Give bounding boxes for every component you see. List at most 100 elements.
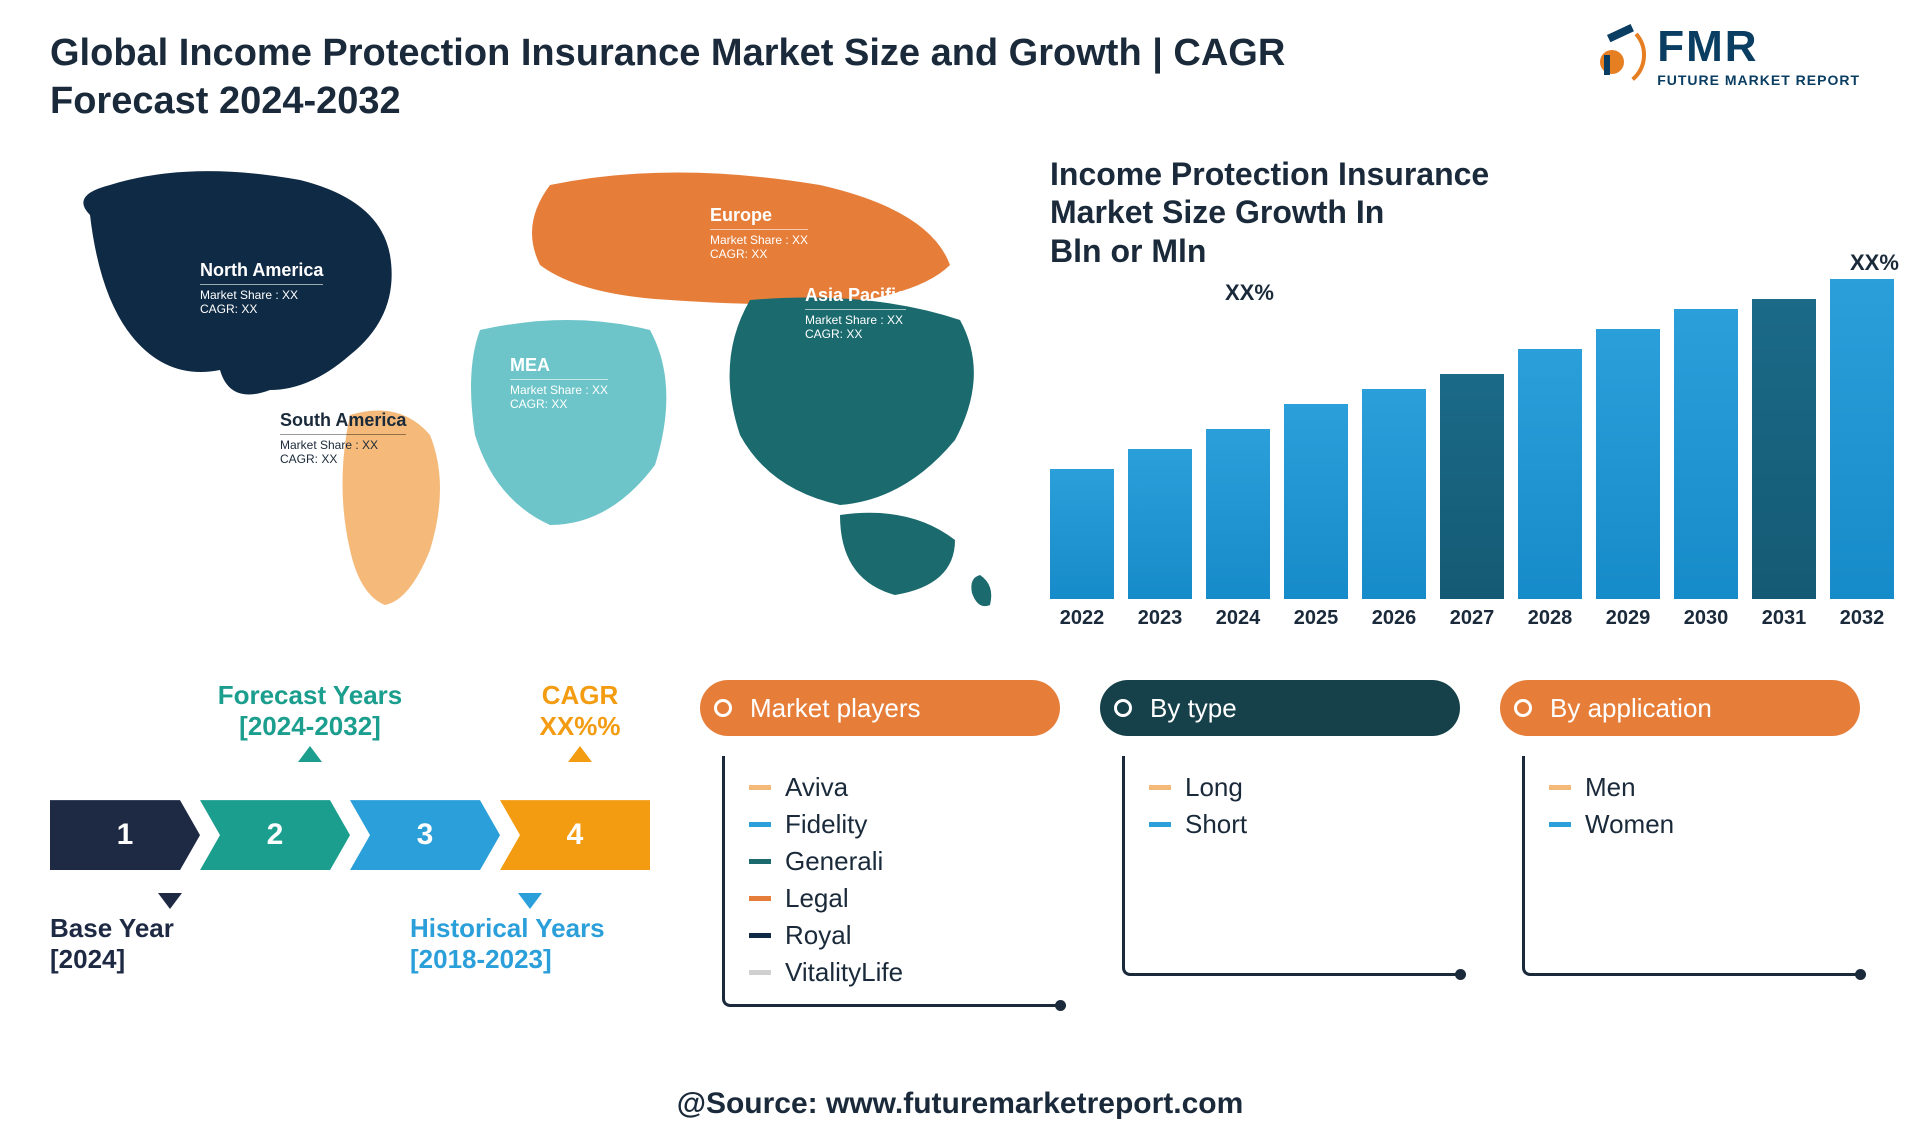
bar-rect [1362, 389, 1426, 599]
brand-logo: FMR FUTURE MARKET REPORT [1577, 20, 1860, 90]
bar-year-label: 2032 [1840, 607, 1885, 630]
tick-icon [1549, 822, 1571, 827]
growth-bar-chart: Income Protection Insurance Market Size … [1050, 155, 1894, 630]
chart-title-l3: Bln or Mln [1050, 233, 1206, 269]
timeline-legend: Forecast Years[2024-2032] CAGRXX%% 1234 B… [50, 680, 650, 1007]
bar-rect [1752, 299, 1816, 599]
bar-2024: 2024 [1206, 429, 1270, 630]
pill-list: Aviva Fidelity Generali Legal Royal VitalityL… [722, 756, 1060, 1007]
pill-item: Long [1149, 772, 1460, 803]
bar-rect [1284, 404, 1348, 599]
pill-label: Market players [750, 693, 921, 724]
bar-rect [1830, 279, 1894, 599]
region-label-south-america: South AmericaMarket Share : XXCAGR: XX [280, 410, 406, 466]
bar-2026: 2026 [1362, 389, 1426, 630]
pill-item: Aviva [749, 772, 1060, 803]
pill-item: Women [1549, 809, 1860, 840]
pill-item-text: Women [1585, 809, 1674, 840]
world-map: North AmericaMarket Share : XXCAGR: XX So… [50, 155, 1010, 615]
timeline-top-label: Forecast Years[2024-2032] [170, 680, 450, 770]
pill-item-text: Men [1585, 772, 1636, 803]
bar-year-label: 2030 [1684, 607, 1729, 630]
timeline-step-1: 1 [50, 800, 200, 870]
page-title: Global Income Protection Insurance Marke… [50, 30, 1350, 125]
pill-item-text: Fidelity [785, 809, 867, 840]
pill-item: Royal [749, 920, 1060, 951]
tick-icon [749, 785, 771, 790]
timeline-step-3: 3 [350, 800, 500, 870]
pill-item: Legal [749, 883, 1060, 914]
pill-dot-icon [1114, 699, 1132, 717]
bar-rect [1206, 429, 1270, 599]
timeline-step-2: 2 [200, 800, 350, 870]
pill-header: Market players [700, 680, 1060, 736]
pill-item: VitalityLife [749, 957, 1060, 988]
timeline-bottom-label: Base Year[2024] [50, 885, 290, 975]
bar-year-label: 2028 [1528, 607, 1573, 630]
telescope-icon [1577, 20, 1647, 90]
pill-item-text: Short [1185, 809, 1247, 840]
region-label-mea: MEAMarket Share : XXCAGR: XX [510, 355, 608, 411]
bar-year-label: 2029 [1606, 607, 1651, 630]
pill-list: Men Women [1522, 756, 1860, 976]
pill-column-by-application: By application Men Women [1500, 680, 1860, 1007]
bar-rect [1596, 329, 1660, 599]
logo-sub: FUTURE MARKET REPORT [1657, 72, 1860, 88]
bar-year-label: 2022 [1060, 607, 1105, 630]
bar-annotation: XX% [1850, 250, 1899, 276]
pill-item: Generali [749, 846, 1060, 877]
tick-icon [749, 933, 771, 938]
pill-column-by-type: By type Long Short [1100, 680, 1460, 1007]
bar-year-label: 2026 [1372, 607, 1417, 630]
region-label-asia-pacific: Asia PacificMarket Share : XXCAGR: XX [805, 285, 906, 341]
pill-list: Long Short [1122, 756, 1460, 976]
pill-item-text: Legal [785, 883, 849, 914]
bar-2025: 2025 [1284, 404, 1348, 630]
pill-item-text: VitalityLife [785, 957, 903, 988]
pill-item: Men [1549, 772, 1860, 803]
region-asia-pacific [730, 298, 974, 596]
region-label-north-america: North AmericaMarket Share : XXCAGR: XX [200, 260, 323, 316]
bar-2028: 2028 [1518, 349, 1582, 630]
tick-icon [1149, 785, 1171, 790]
pill-dot-icon [714, 699, 732, 717]
bar-rect [1050, 469, 1114, 599]
timeline-top-label: CAGRXX%% [510, 680, 650, 770]
chart-title-l1: Income Protection Insurance [1050, 156, 1489, 192]
bar-year-label: 2025 [1294, 607, 1339, 630]
tick-icon [749, 822, 771, 827]
bar-year-label: 2031 [1762, 607, 1807, 630]
bar-rect [1440, 374, 1504, 599]
region-mea [471, 320, 666, 525]
bar-2023: 2023 [1128, 449, 1192, 630]
tick-icon [749, 896, 771, 901]
chart-title-l2: Market Size Growth In [1050, 194, 1384, 230]
bar-2027: 2027 [1440, 374, 1504, 630]
bar-2032: 2032 [1830, 279, 1894, 630]
bar-rect [1518, 349, 1582, 599]
pill-column-market-players: Market players Aviva Fidelity Generali Legal… [700, 680, 1060, 1007]
pill-item-text: Long [1185, 772, 1243, 803]
bar-rect [1128, 449, 1192, 599]
pill-header: By type [1100, 680, 1460, 736]
source-text: @Source: www.futuremarketreport.com [0, 1087, 1920, 1121]
logo-main: FMR [1657, 22, 1860, 72]
bar-year-label: 2027 [1450, 607, 1495, 630]
pill-item-text: Royal [785, 920, 851, 951]
bar-2029: 2029 [1596, 329, 1660, 630]
pill-item: Short [1149, 809, 1460, 840]
pill-label: By application [1550, 693, 1712, 724]
pill-header: By application [1500, 680, 1860, 736]
pill-item-text: Aviva [785, 772, 848, 803]
tick-icon [1549, 785, 1571, 790]
bar-annotation: XX% [1225, 280, 1274, 306]
tick-icon [1149, 822, 1171, 827]
bar-year-label: 2023 [1138, 607, 1183, 630]
region-label-europe: EuropeMarket Share : XXCAGR: XX [710, 205, 808, 261]
timeline-bottom-label: Historical Years[2018-2023] [410, 885, 650, 975]
timeline-step-4: 4 [500, 800, 650, 870]
pill-dot-icon [1514, 699, 1532, 717]
pill-label: By type [1150, 693, 1237, 724]
bar-2030: 2030 [1674, 309, 1738, 630]
tick-icon [749, 970, 771, 975]
